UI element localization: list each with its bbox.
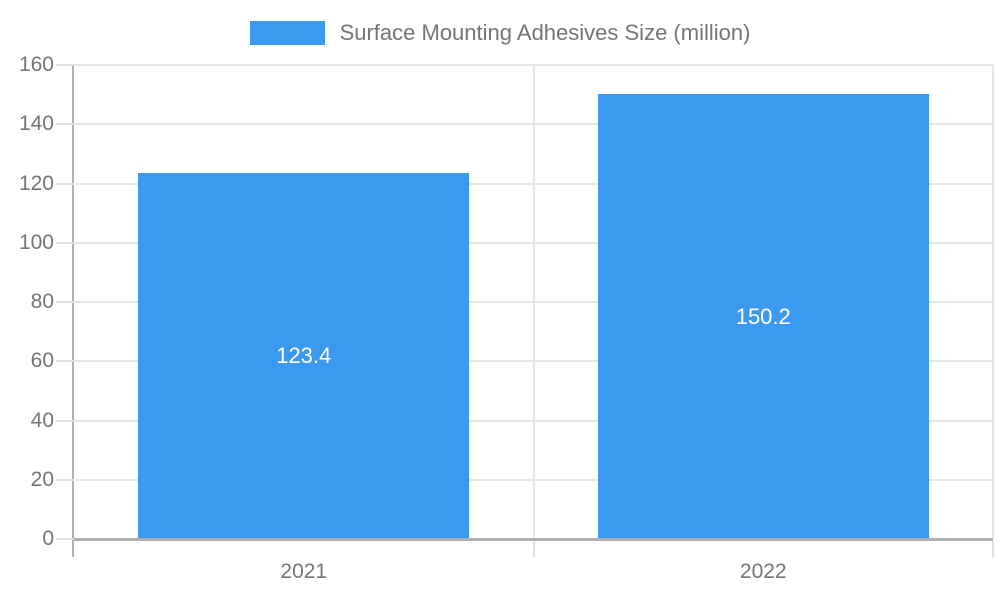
x-axis-tick [992, 541, 994, 557]
category-boundary-gridline [532, 65, 535, 539]
x-axis-label: 2021 [280, 560, 328, 583]
legend-label: Surface Mounting Adhesives Size (million… [339, 20, 751, 45]
y-axis-label: 20 [30, 467, 54, 491]
y-axis-tick [56, 241, 74, 244]
y-axis-label: 60 [30, 349, 54, 373]
y-axis-tick [56, 478, 74, 481]
plot-area: 123.4 150.2 [74, 64, 994, 539]
bar-value-label: 150.2 [735, 303, 791, 329]
category-boundary-gridline [992, 65, 994, 539]
bar-2021[interactable]: 123.4 [138, 173, 470, 539]
x-axis-line [72, 538, 993, 541]
y-axis-tick [56, 419, 74, 422]
y-axis-tick [56, 64, 74, 66]
y-axis-label: 0 [42, 527, 54, 550]
y-axis-label: 160 [18, 53, 54, 76]
legend[interactable]: Surface Mounting Adhesives Size (million… [0, 20, 1000, 46]
x-axis-tick [532, 541, 535, 557]
y-axis-tick [56, 538, 74, 540]
legend-swatch [249, 21, 325, 45]
y-axis-tick [56, 182, 74, 185]
y-axis-line [72, 65, 74, 557]
bar-value-label: 123.4 [276, 343, 332, 369]
y-axis-label: 40 [30, 408, 54, 432]
y-axis-tick [56, 301, 74, 303]
bar-2022[interactable]: 150.2 [597, 94, 929, 539]
y-axis-tick [56, 360, 74, 363]
y-axis-label: 140 [18, 112, 54, 136]
y-axis-label: 120 [18, 171, 54, 195]
y-axis-label: 80 [30, 290, 54, 313]
y-axis-tick [56, 123, 74, 126]
x-axis-label: 2022 [739, 560, 787, 583]
y-axis-label: 100 [18, 230, 54, 254]
